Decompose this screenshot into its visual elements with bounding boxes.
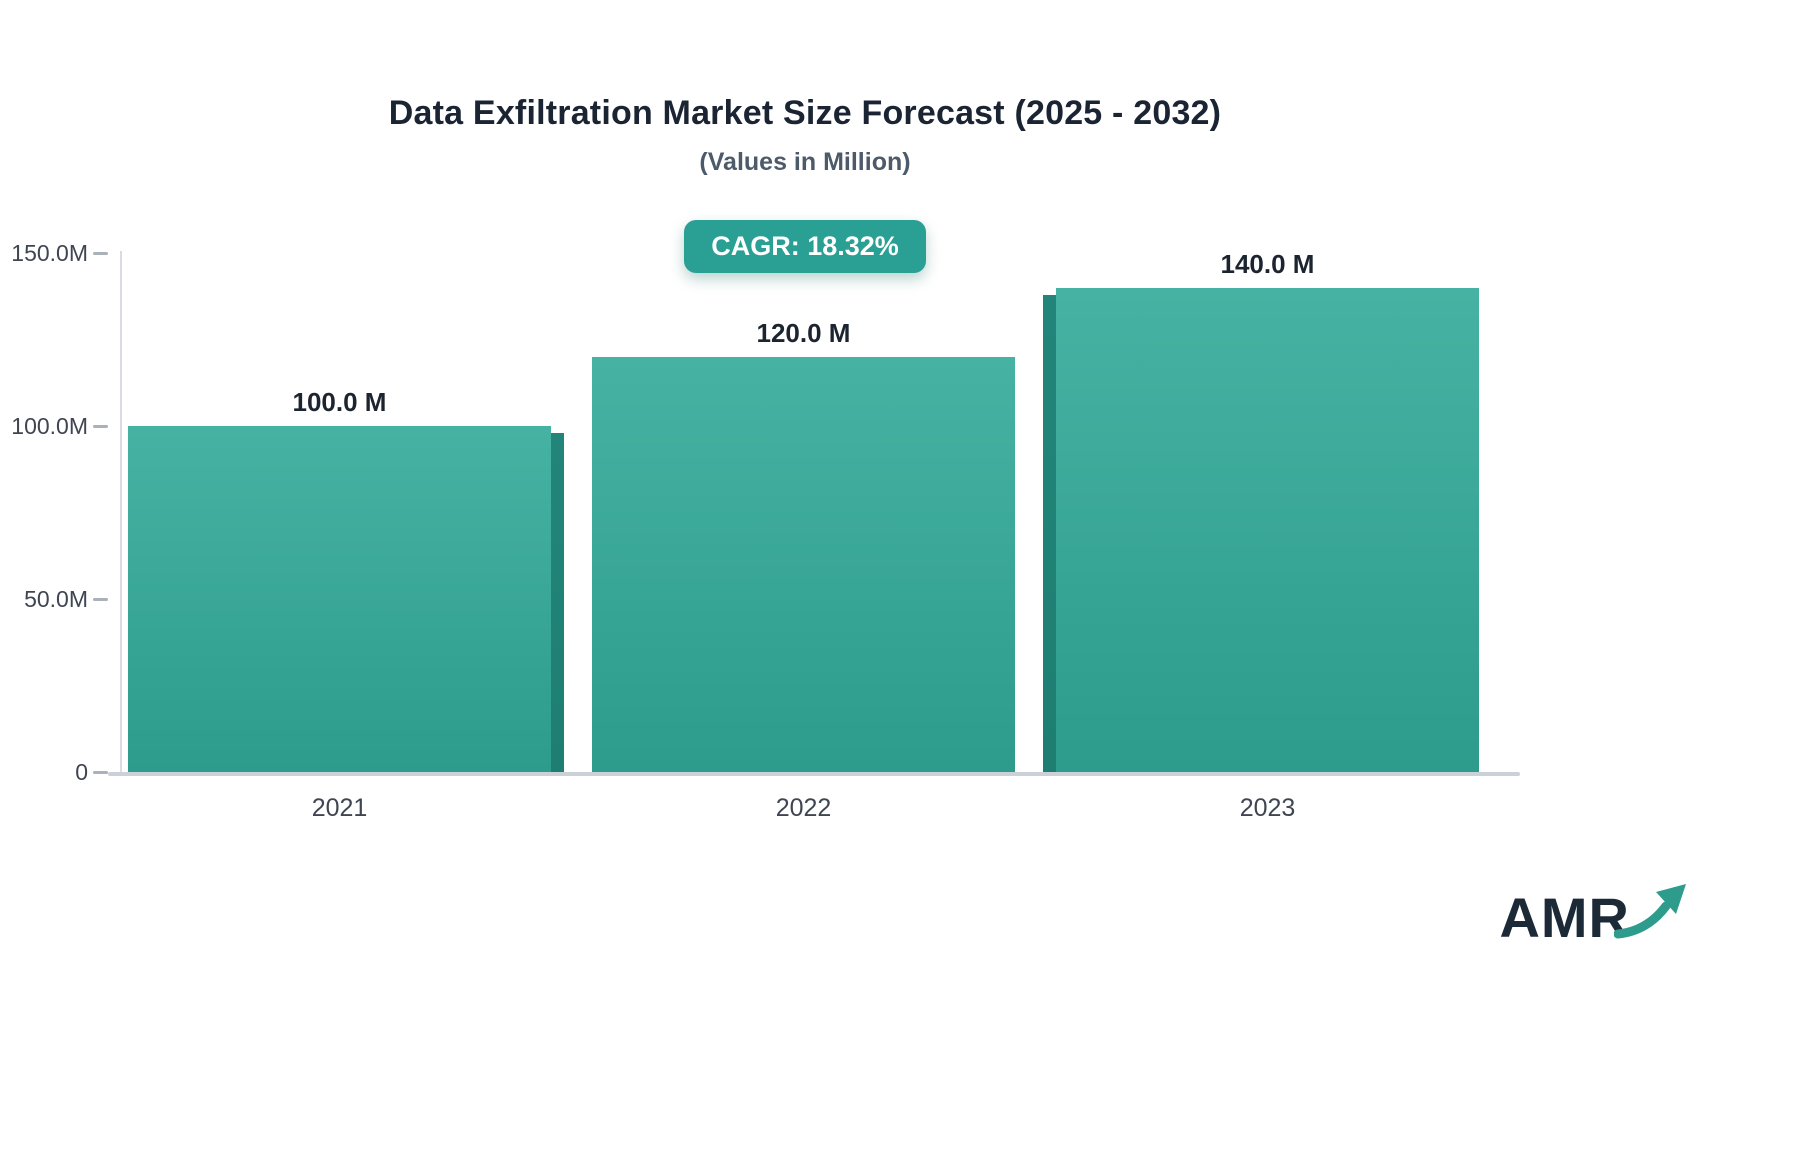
bar-slot: 140.0 M [1043, 249, 1479, 772]
x-axis-labels: 2021 2022 2023 [120, 794, 1520, 823]
y-tick-mark [93, 425, 108, 428]
growth-arrow-icon [1613, 882, 1688, 947]
plot-area: 150.0M 100.0M 50.0M 0 100.0 M 120.0 M 140.0 M [11, 240, 1520, 785]
y-tick-label: 50.0M [24, 586, 88, 612]
y-tick-mark [93, 252, 108, 255]
chart-title: Data Exfiltration Market Size Forecast (… [388, 94, 1222, 132]
x-axis-line [108, 772, 1520, 776]
y-tick-container: 150.0M 100.0M 50.0M 0 [11, 240, 1520, 785]
x-axis-label: 2023 [1239, 794, 1296, 822]
bar-slot: 100.0 M [128, 253, 564, 772]
bar-3d-side [1043, 294, 1056, 772]
bar-slot: 120.0 M [592, 253, 1015, 772]
amr-logo-text: AMR [1499, 886, 1630, 949]
bar-value-label: 120.0 M [756, 317, 851, 348]
bar-2022: 120.0 M [592, 318, 1015, 772]
x-axis-label: 2021 [311, 794, 368, 822]
y-tick-mark [93, 771, 108, 774]
cagr-badge-wrap: CAGR: 18.32% [0, 220, 1610, 273]
y-axis-line [120, 251, 122, 772]
bar-value-label: 140.0 M [1220, 248, 1315, 279]
bar-2021: 100.0 M [128, 387, 564, 772]
bar-2023: 140.0 M [1043, 249, 1479, 772]
y-tick-mark [93, 598, 108, 601]
chart-subtitle: (Values in Million) [699, 148, 911, 176]
bars-container: 100.0 M 120.0 M 140.0 M [120, 249, 1520, 772]
y-tick-label: 150.0M [11, 240, 88, 266]
bar-3d-side [551, 433, 564, 772]
x-axis-label: 2022 [775, 794, 832, 822]
y-tick-label: 0 [75, 759, 88, 785]
y-tick-label: 100.0M [11, 413, 88, 439]
cagr-badge: CAGR: 18.32% [684, 220, 926, 273]
amr-logo: AMR [1499, 884, 1688, 949]
bar-value-label: 100.0 M [292, 387, 387, 417]
